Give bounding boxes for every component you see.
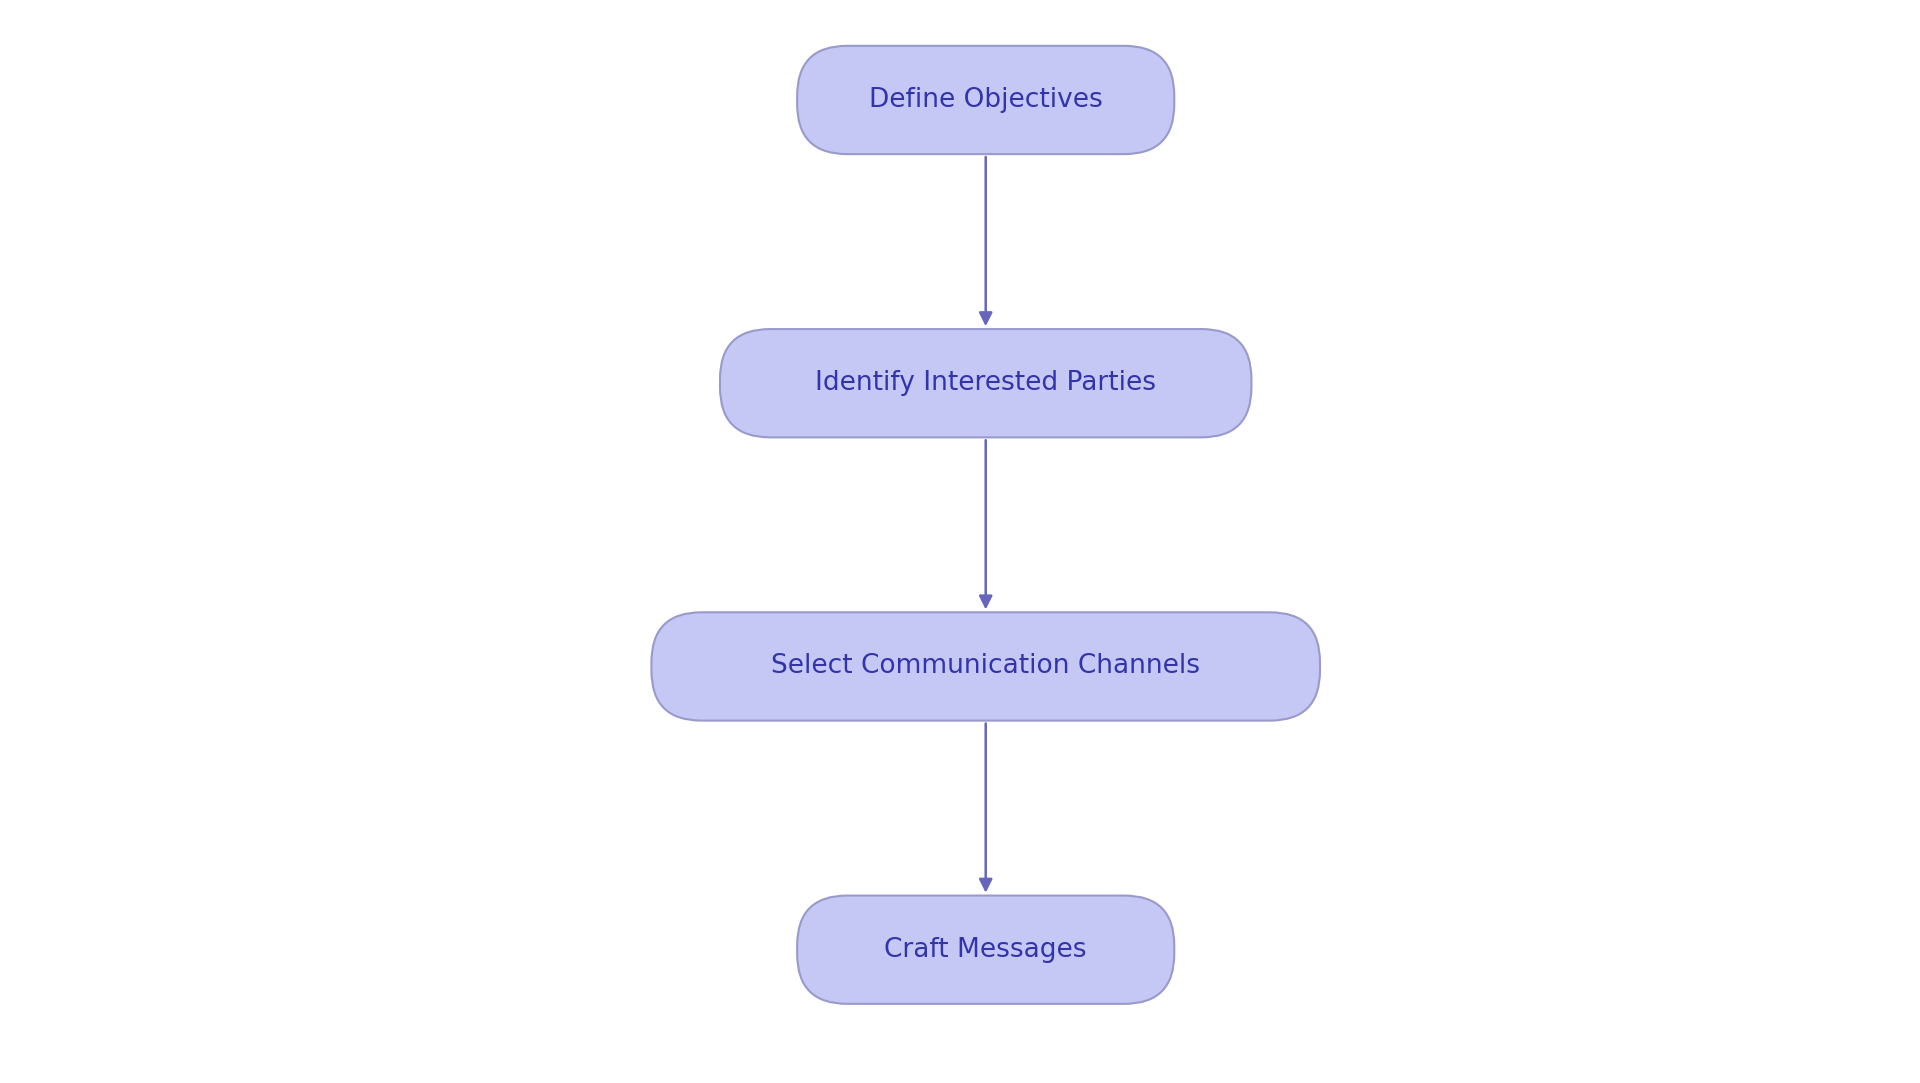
Text: Select Communication Channels: Select Communication Channels <box>772 653 1200 679</box>
Text: Define Objectives: Define Objectives <box>870 87 1102 113</box>
Text: Identify Interested Parties: Identify Interested Parties <box>816 370 1156 396</box>
FancyBboxPatch shape <box>797 896 1175 1004</box>
Text: Craft Messages: Craft Messages <box>885 937 1087 963</box>
FancyBboxPatch shape <box>797 45 1175 154</box>
FancyBboxPatch shape <box>720 329 1252 438</box>
FancyBboxPatch shape <box>651 612 1321 720</box>
